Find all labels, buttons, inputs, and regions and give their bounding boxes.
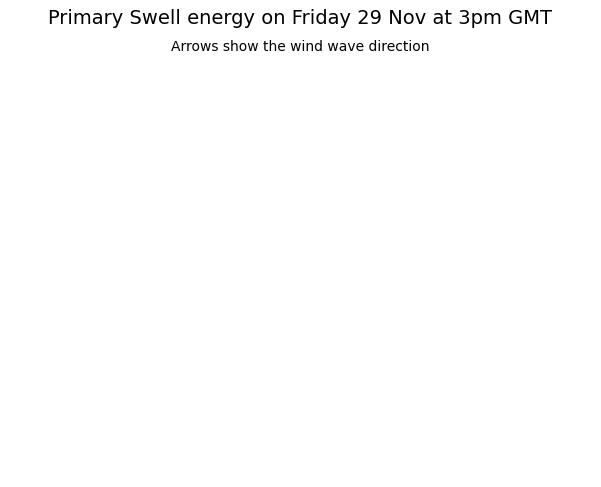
Text: Primary Swell energy on Friday 29 Nov at 3pm GMT: Primary Swell energy on Friday 29 Nov at… xyxy=(49,9,552,28)
Text: Cartopy required for proper rendering: Cartopy required for proper rendering xyxy=(169,267,432,281)
Text: Arrows show the wind wave direction: Arrows show the wind wave direction xyxy=(171,40,430,55)
